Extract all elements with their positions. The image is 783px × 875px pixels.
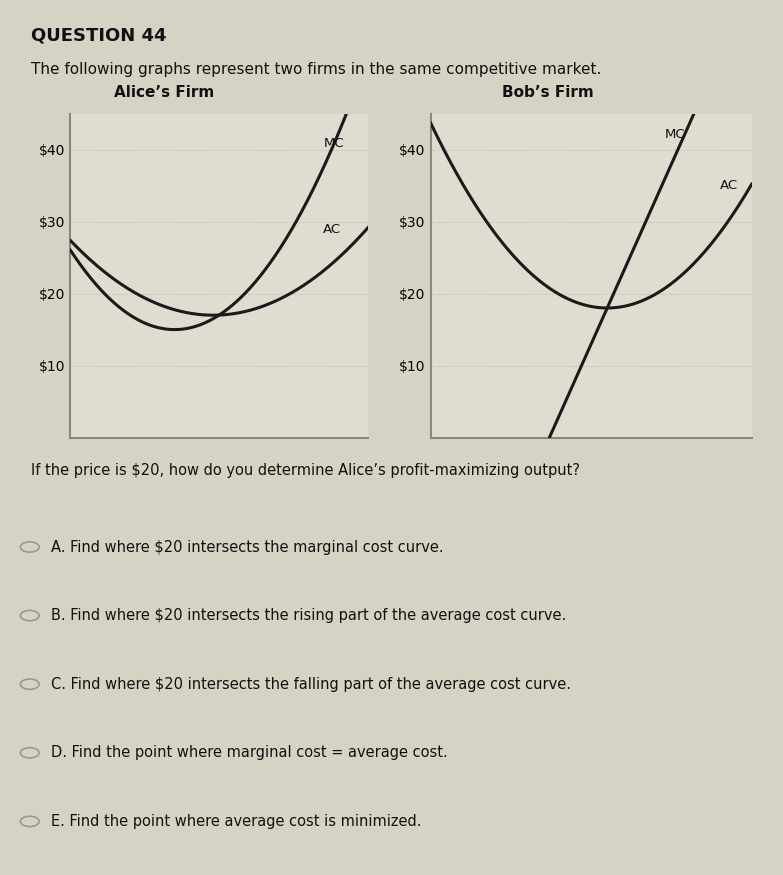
Text: B. Find where $20 intersects the rising part of the average cost curve.: B. Find where $20 intersects the rising … <box>51 608 566 623</box>
Text: AC: AC <box>323 223 341 236</box>
Text: The following graphs represent two firms in the same competitive market.: The following graphs represent two firms… <box>31 62 601 77</box>
Text: A. Find where $20 intersects the marginal cost curve.: A. Find where $20 intersects the margina… <box>51 540 443 555</box>
Text: Alice’s Firm: Alice’s Firm <box>114 85 215 100</box>
Text: If the price is $20, how do you determine Alice’s profit-maximizing output?: If the price is $20, how do you determin… <box>31 464 580 479</box>
Text: AC: AC <box>720 179 738 192</box>
Text: E. Find the point where average cost is minimized.: E. Find the point where average cost is … <box>51 814 421 829</box>
Text: C. Find where $20 intersects the falling part of the average cost curve.: C. Find where $20 intersects the falling… <box>51 676 571 692</box>
Text: D. Find the point where marginal cost = average cost.: D. Find the point where marginal cost = … <box>51 746 448 760</box>
Text: MC: MC <box>665 128 686 141</box>
Text: QUESTION 44: QUESTION 44 <box>31 26 167 44</box>
Text: Bob’s Firm: Bob’s Firm <box>502 85 594 100</box>
Text: MC: MC <box>323 136 344 150</box>
